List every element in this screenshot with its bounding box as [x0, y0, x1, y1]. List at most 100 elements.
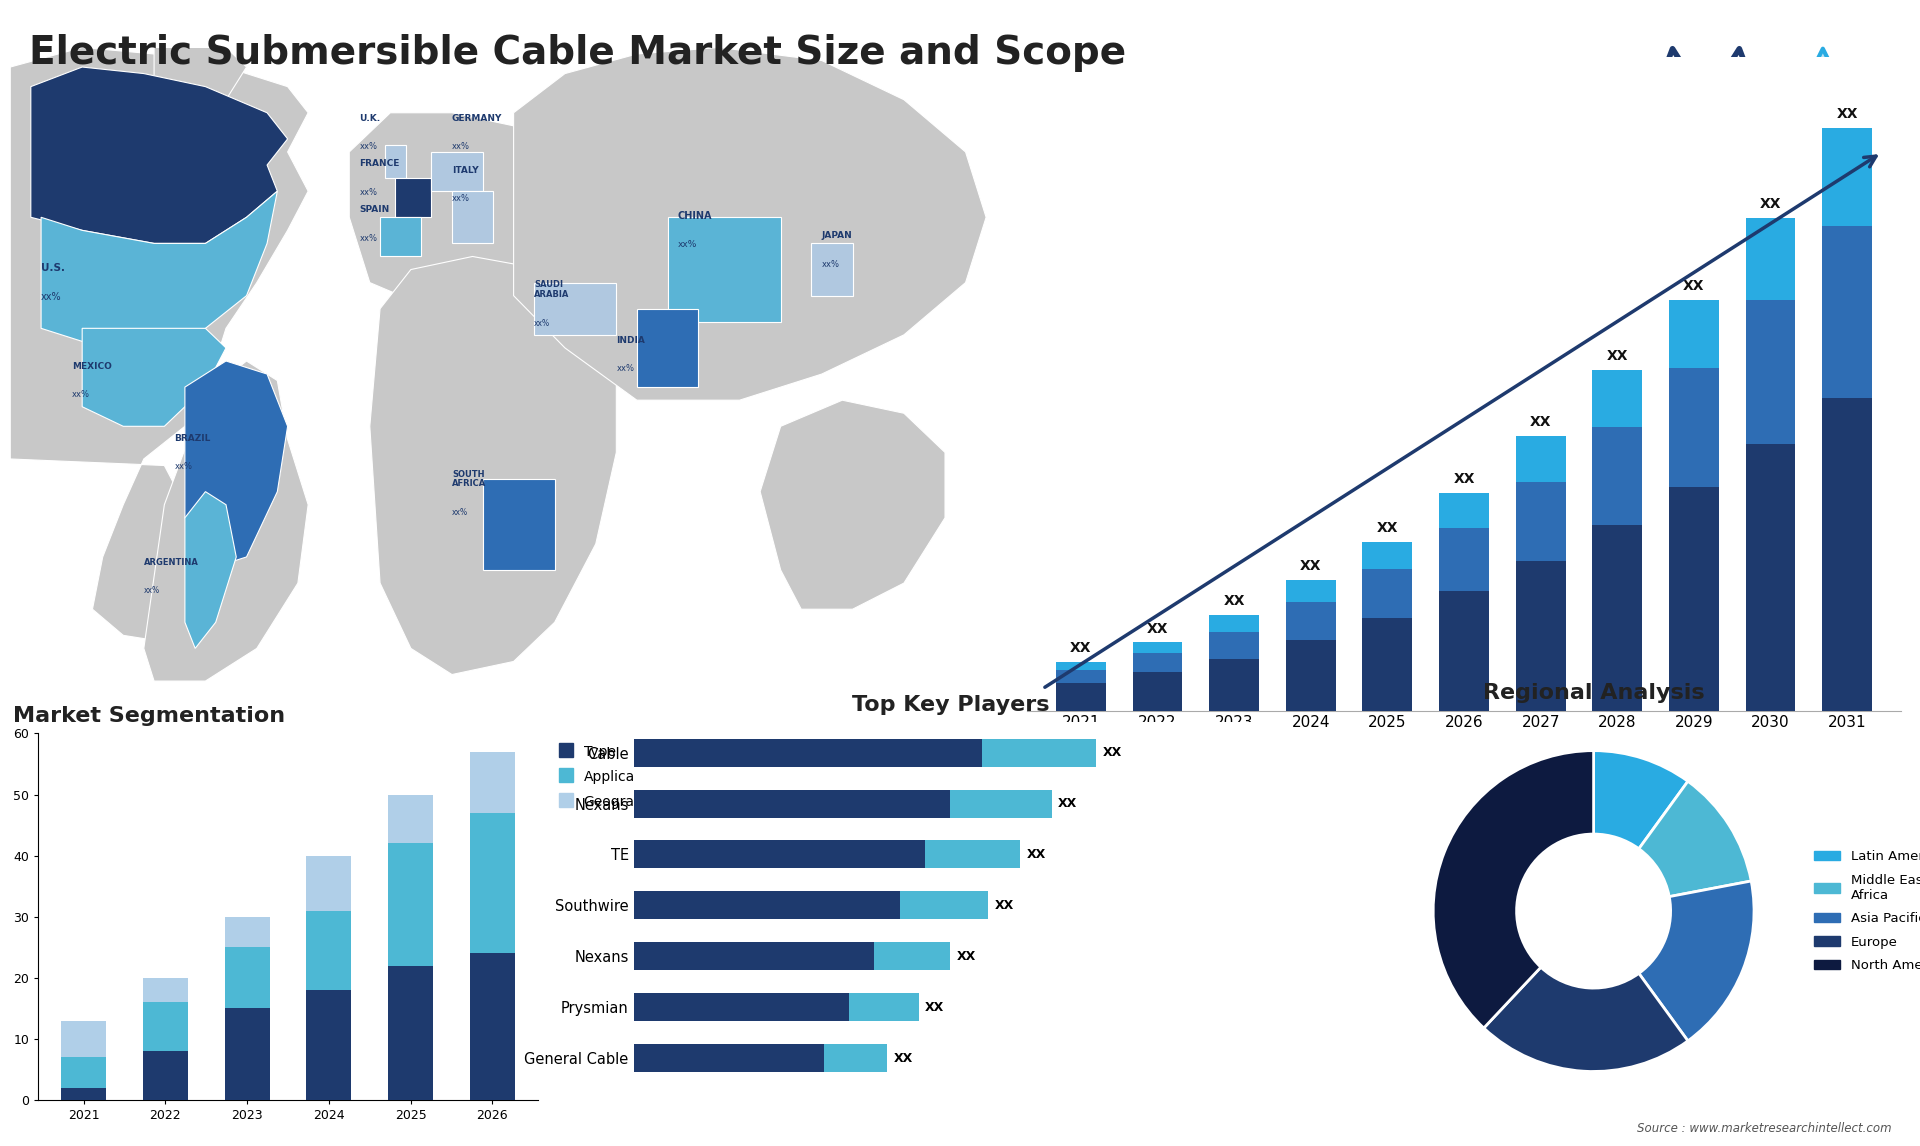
Bar [1286, 580, 1336, 602]
Text: xx%: xx% [451, 508, 468, 517]
Legend: Type, Application, Geography: Type, Application, Geography [555, 740, 666, 813]
Bar [1210, 659, 1260, 711]
Polygon shape [371, 257, 616, 675]
Bar [634, 790, 950, 817]
Bar [1515, 560, 1565, 711]
Bar [1668, 487, 1718, 711]
Bar [1745, 299, 1795, 444]
Bar [1515, 481, 1565, 560]
Text: XX: XX [893, 1052, 912, 1065]
Bar [1745, 444, 1795, 711]
Bar [900, 892, 989, 919]
Text: CANADA: CANADA [61, 112, 111, 123]
Text: XX: XX [1761, 197, 1782, 211]
Text: xx%: xx% [451, 142, 470, 151]
Text: xx%: xx% [144, 587, 159, 596]
Bar [634, 942, 874, 971]
Bar [61, 1021, 106, 1058]
Text: MEXICO: MEXICO [71, 362, 111, 371]
Bar [1592, 427, 1642, 525]
Bar [225, 1008, 269, 1100]
Text: xx%: xx% [175, 462, 192, 471]
Bar [1822, 398, 1872, 711]
Bar [824, 1044, 887, 1072]
Bar [1822, 226, 1872, 398]
Bar [1056, 661, 1106, 669]
Text: SOUTH
AFRICA: SOUTH AFRICA [451, 470, 486, 488]
Text: Electric Submersible Cable Market Size and Scope: Electric Submersible Cable Market Size a… [29, 34, 1125, 72]
Text: xx%: xx% [359, 142, 378, 151]
Bar [1056, 683, 1106, 711]
Text: XX: XX [1684, 278, 1705, 292]
Text: INDIA: INDIA [616, 336, 645, 345]
Bar [1440, 493, 1488, 528]
Bar [470, 953, 515, 1100]
Text: SPAIN: SPAIN [359, 205, 390, 214]
Text: XX: XX [1300, 559, 1321, 573]
Polygon shape [349, 112, 595, 308]
Text: xx%: xx% [71, 391, 90, 400]
Text: XX: XX [956, 950, 975, 963]
Text: Source : www.marketresearchintellect.com: Source : www.marketresearchintellect.com [1636, 1122, 1891, 1135]
Bar [950, 790, 1052, 817]
Text: ITALY: ITALY [451, 166, 478, 175]
Text: XX: XX [1607, 350, 1628, 363]
Polygon shape [380, 218, 420, 257]
Text: INTELLECT: INTELLECT [1795, 121, 1857, 131]
Bar [225, 917, 269, 948]
Text: XX: XX [1146, 621, 1167, 636]
Bar [1440, 590, 1488, 711]
Bar [1210, 615, 1260, 631]
Bar [1515, 435, 1565, 481]
Wedge shape [1594, 751, 1688, 849]
Text: XX: XX [1069, 641, 1092, 654]
Bar [849, 994, 920, 1021]
Text: U.S.: U.S. [40, 262, 65, 273]
Polygon shape [812, 243, 852, 296]
Bar [307, 911, 351, 990]
Polygon shape [1776, 49, 1870, 144]
Text: XX: XX [1377, 521, 1398, 535]
Bar [1056, 669, 1106, 683]
Bar [1210, 631, 1260, 659]
Bar [307, 990, 351, 1100]
Bar [1822, 128, 1872, 226]
Text: xx%: xx% [822, 260, 839, 269]
Bar [1592, 370, 1642, 427]
Polygon shape [668, 218, 781, 322]
Text: xx%: xx% [616, 364, 634, 374]
Bar [1363, 618, 1413, 711]
Bar [1133, 673, 1183, 711]
Bar [1440, 528, 1488, 590]
Bar [307, 856, 351, 911]
Wedge shape [1640, 782, 1751, 896]
Text: XX: XX [1530, 415, 1551, 429]
Bar [470, 752, 515, 813]
Text: xx%: xx% [40, 292, 61, 303]
Text: GERMANY: GERMANY [451, 113, 503, 123]
Text: XX: XX [1223, 595, 1244, 609]
Bar [634, 840, 925, 869]
Bar [470, 813, 515, 953]
Text: ARGENTINA: ARGENTINA [144, 558, 198, 567]
Text: FRANCE: FRANCE [359, 159, 399, 168]
Bar [1133, 643, 1183, 653]
Bar [1286, 602, 1336, 639]
Polygon shape [184, 492, 236, 649]
Polygon shape [515, 47, 987, 400]
Bar [1286, 639, 1336, 711]
Text: U.K.: U.K. [359, 113, 380, 123]
Polygon shape [637, 308, 699, 387]
Bar [1133, 653, 1183, 673]
Polygon shape [31, 68, 288, 243]
Title: Regional Analysis: Regional Analysis [1482, 683, 1705, 704]
Polygon shape [154, 47, 246, 100]
Bar [925, 840, 1020, 869]
Bar [874, 942, 950, 971]
Text: JAPAN: JAPAN [822, 231, 852, 241]
Text: xx%: xx% [534, 319, 551, 328]
Title: Top Key Players: Top Key Players [852, 694, 1048, 715]
Text: XX: XX [1058, 798, 1077, 810]
Polygon shape [451, 191, 493, 243]
Bar [1363, 570, 1413, 618]
